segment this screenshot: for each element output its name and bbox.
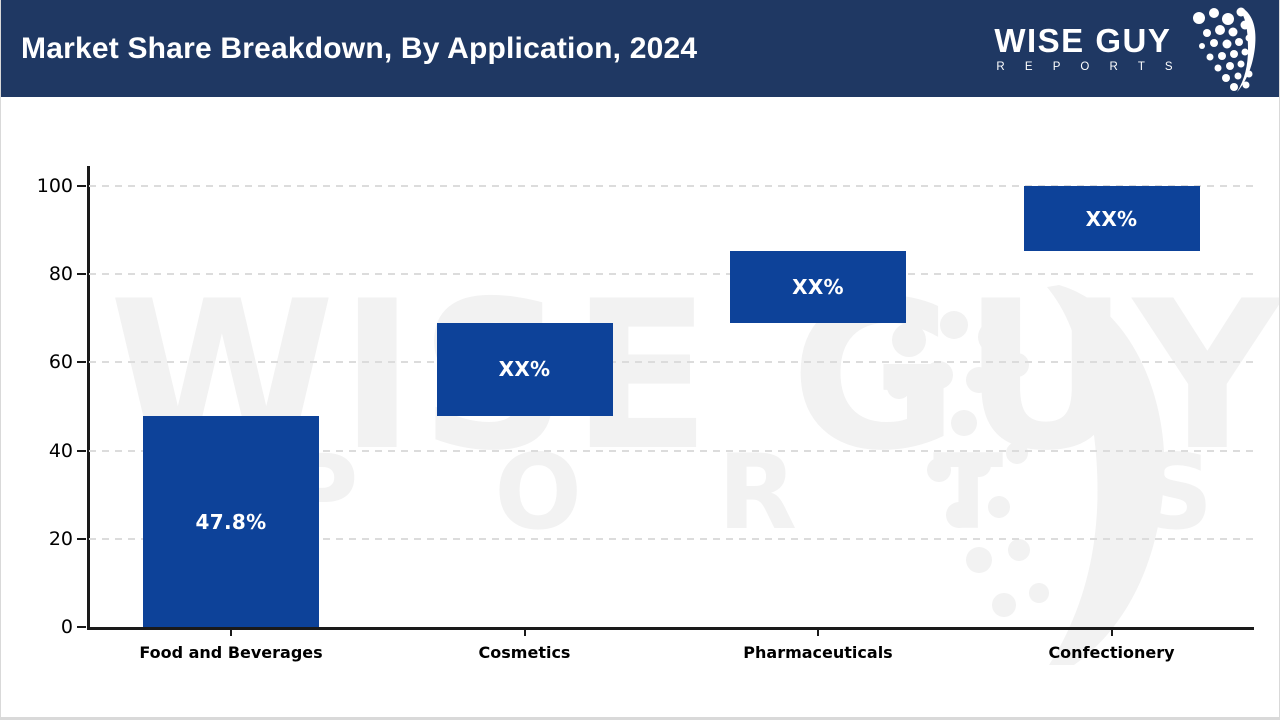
x-axis [87, 627, 1254, 630]
category-label-2: Pharmaceuticals [743, 643, 893, 662]
gridline-20 [89, 537, 1254, 540]
x-axis-tick-3 [1110, 627, 1113, 636]
y-axis-tick-40 [77, 449, 86, 452]
page-title: Market Share Breakdown, By Application, … [21, 31, 698, 65]
gridline-100 [89, 185, 1254, 187]
y-axis-tick-80 [77, 273, 86, 276]
y-axis-tick-0 [77, 626, 86, 628]
chart-card: WISE GUY P O R T S 0 20 40 60 80 100 47.8% Food… [1, 97, 1279, 717]
bar-3: XX% [1023, 186, 1200, 252]
logo-text: WISE GUY R E P O R T S [994, 24, 1181, 73]
y-axis-tick-20 [77, 537, 86, 540]
y-tick-label-100: 100 [36, 175, 73, 197]
x-axis-tick-1 [523, 627, 526, 636]
dotted-face-icon [1193, 7, 1256, 92]
x-axis-tick-0 [230, 627, 232, 636]
header-bar: Market Share Breakdown, By Application, … [1, 0, 1279, 97]
category-label-3: Confectionery [1048, 643, 1175, 662]
category-label-0: Food and Beverages [139, 643, 323, 662]
watermark-face-dots [887, 285, 1165, 665]
bar-value-label-0: 47.8% [195, 509, 267, 534]
category-label-1: Cosmetics [478, 643, 571, 662]
y-tick-label-80: 80 [48, 263, 73, 286]
bar-2: XX% [730, 251, 906, 323]
bar-value-label-2: XX% [792, 275, 844, 299]
gridline-80 [89, 273, 1254, 276]
wise-guy-reports-logo: WISE GUY R E P O R T S [994, 5, 1257, 93]
y-tick-label-0: 0 [60, 616, 73, 638]
y-axis-tick-100 [77, 185, 86, 187]
x-axis-tick-2 [817, 627, 819, 636]
logo-subtitle-text: R E P O R T S [996, 61, 1181, 73]
y-tick-label-60: 60 [48, 351, 73, 374]
y-axis [87, 166, 90, 630]
bar-value-label-3: XX% [1085, 206, 1138, 231]
y-axis-tick-60 [77, 361, 86, 364]
bar-value-label-1: XX% [498, 357, 551, 382]
gridline-40 [89, 449, 1254, 452]
gridline-60 [89, 361, 1254, 364]
y-tick-label-20: 20 [48, 527, 73, 550]
bar-0: 47.8% [143, 416, 319, 627]
logo-name-text: WISE GUY [994, 22, 1172, 59]
bar-1: XX% [436, 322, 613, 417]
watermark-text-line2: P O R T S [283, 433, 1264, 553]
y-tick-label-40: 40 [48, 439, 73, 462]
plot-area: 0 20 40 60 80 100 47.8% Food and Beverages XX% Co… [37, 166, 1254, 662]
